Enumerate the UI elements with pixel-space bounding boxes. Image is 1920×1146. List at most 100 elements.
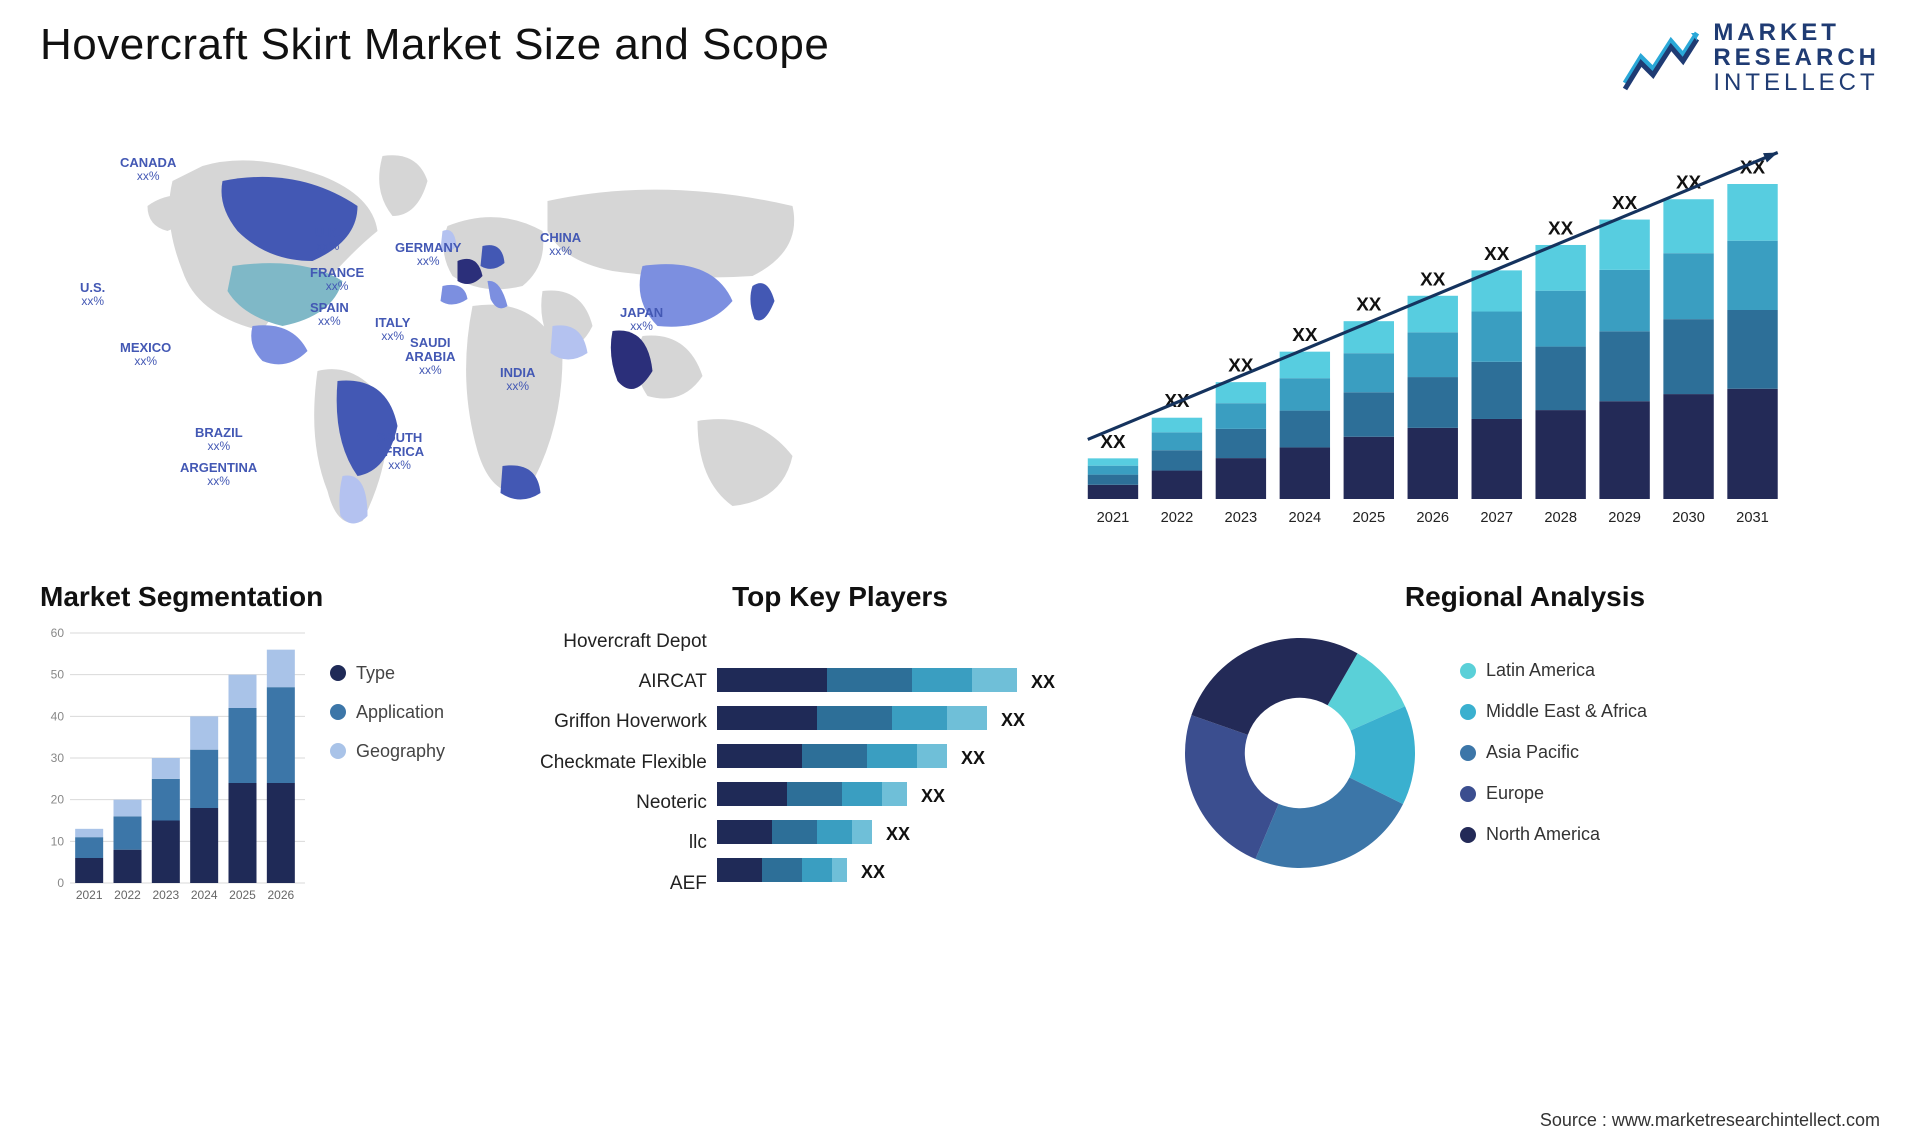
brand-logo: MARKET RESEARCH INTELLECT [1621, 20, 1880, 96]
legend-label: Geography [356, 741, 445, 762]
player-name: AEF [540, 865, 707, 903]
svg-text:XX: XX [1031, 672, 1055, 692]
segmentation-legend: Type Application Geography [330, 663, 445, 913]
legend-item: Latin America [1460, 660, 1647, 681]
svg-text:XX: XX [1292, 325, 1318, 346]
legend-item: Europe [1460, 783, 1647, 804]
segmentation-panel: Market Segmentation 0 10 20 30 40 50 60 2021 202… [40, 581, 510, 941]
world-map: CANADAxx% U.S.xx% MEXICOxx% BRAZILxx% ARGENT… [40, 121, 945, 541]
legend-label: North America [1486, 824, 1600, 845]
legend-item: Asia Pacific [1460, 742, 1647, 763]
player-name: llc [540, 824, 707, 862]
svg-text:20: 20 [51, 792, 65, 806]
legend-item: Type [330, 663, 445, 684]
map-label: MEXICOxx% [120, 341, 171, 368]
svg-text:XX: XX [1548, 218, 1574, 239]
player-name: AIRCAT [540, 663, 707, 701]
player-name: Hovercraft Depot [540, 623, 707, 661]
logo-text-3: INTELLECT [1713, 70, 1880, 95]
svg-text:2023: 2023 [1225, 510, 1258, 526]
logo-icon [1621, 23, 1701, 93]
legend-dot [1460, 745, 1476, 761]
regional-donut [1170, 623, 1430, 883]
svg-text:2025: 2025 [1352, 510, 1385, 526]
player-name: Checkmate Flexible [540, 744, 707, 782]
player-name: Neoteric [540, 784, 707, 822]
svg-text:50: 50 [51, 667, 65, 681]
legend-label: Application [356, 702, 444, 723]
svg-text:2024: 2024 [191, 888, 218, 902]
map-label: INDIAxx% [500, 366, 535, 393]
svg-text:2031: 2031 [1736, 510, 1769, 526]
regional-legend: Latin America Middle East & Africa Asia Pa… [1460, 660, 1647, 845]
map-label: U.K.xx% [315, 226, 341, 253]
svg-text:2021: 2021 [1097, 510, 1130, 526]
svg-text:XX: XX [1484, 243, 1510, 264]
map-label: CHINAxx% [540, 231, 581, 258]
svg-text:30: 30 [51, 751, 65, 765]
legend-dot [330, 743, 346, 759]
svg-text:2028: 2028 [1544, 510, 1577, 526]
page-title: Hovercraft Skirt Market Size and Scope [40, 20, 829, 70]
svg-text:2023: 2023 [152, 888, 179, 902]
legend-dot [1460, 827, 1476, 843]
svg-text:2030: 2030 [1672, 510, 1705, 526]
svg-text:XX: XX [1001, 710, 1025, 730]
legend-dot [1460, 704, 1476, 720]
legend-dot [330, 665, 346, 681]
svg-text:XX: XX [1420, 269, 1446, 290]
svg-text:2026: 2026 [1416, 510, 1449, 526]
svg-text:XX: XX [886, 824, 910, 844]
player-name: Griffon Hoverwork [540, 703, 707, 741]
legend-label: Europe [1486, 783, 1544, 804]
map-label: SPAINxx% [310, 301, 349, 328]
legend-item: Middle East & Africa [1460, 701, 1647, 722]
logo-text-2: RESEARCH [1713, 45, 1880, 70]
svg-text:10: 10 [51, 834, 65, 848]
legend-item: North America [1460, 824, 1647, 845]
map-label: GERMANYxx% [395, 241, 461, 268]
svg-text:2026: 2026 [267, 888, 294, 902]
legend-dot [330, 704, 346, 720]
svg-text:2024: 2024 [1288, 510, 1321, 526]
svg-text:2022: 2022 [114, 888, 141, 902]
segmentation-title: Market Segmentation [40, 581, 510, 613]
map-label: FRANCExx% [310, 266, 364, 293]
map-label: JAPANxx% [620, 306, 663, 333]
growth-chart: XX2021XX2022XX2023XX2024XX2025XX2026XX20… [975, 121, 1880, 541]
legend-label: Middle East & Africa [1486, 701, 1647, 722]
map-label: SAUDIARABIAxx% [405, 336, 456, 378]
legend-item: Geography [330, 741, 445, 762]
players-labels: Hovercraft DepotAIRCATGriffon HoverworkC… [540, 623, 707, 903]
legend-label: Type [356, 663, 395, 684]
svg-text:2027: 2027 [1480, 510, 1513, 526]
map-label: CANADAxx% [120, 156, 176, 183]
svg-text:40: 40 [51, 709, 65, 723]
source-text: Source : www.marketresearchintellect.com [1540, 1110, 1880, 1131]
svg-text:XX: XX [861, 862, 885, 882]
regional-title: Regional Analysis [1170, 581, 1880, 613]
svg-text:2022: 2022 [1161, 510, 1194, 526]
svg-text:60: 60 [51, 626, 65, 640]
svg-text:2021: 2021 [76, 888, 103, 902]
legend-item: Application [330, 702, 445, 723]
segmentation-chart: 0102030405060202120222023202420252026 [40, 623, 310, 913]
players-panel: Top Key Players Hovercraft DepotAIRCATGr… [540, 581, 1140, 941]
map-label: SOUTHAFRICAxx% [375, 431, 424, 473]
map-label: ARGENTINAxx% [180, 461, 257, 488]
svg-text:0: 0 [57, 876, 64, 890]
svg-text:XX: XX [961, 748, 985, 768]
map-label: BRAZILxx% [195, 426, 243, 453]
map-label: U.S.xx% [80, 281, 105, 308]
players-chart: XXXXXXXXXXXX [717, 623, 1107, 903]
svg-text:XX: XX [1100, 431, 1126, 452]
players-title: Top Key Players [540, 581, 1140, 613]
svg-text:XX: XX [921, 786, 945, 806]
regional-panel: Regional Analysis Latin America Middle Ea… [1170, 581, 1880, 941]
logo-text-1: MARKET [1713, 20, 1880, 45]
legend-label: Asia Pacific [1486, 742, 1579, 763]
svg-text:XX: XX [1356, 294, 1382, 315]
legend-label: Latin America [1486, 660, 1595, 681]
world-map-svg [40, 121, 945, 541]
growth-chart-svg: XX2021XX2022XX2023XX2024XX2025XX2026XX20… [975, 121, 1880, 541]
